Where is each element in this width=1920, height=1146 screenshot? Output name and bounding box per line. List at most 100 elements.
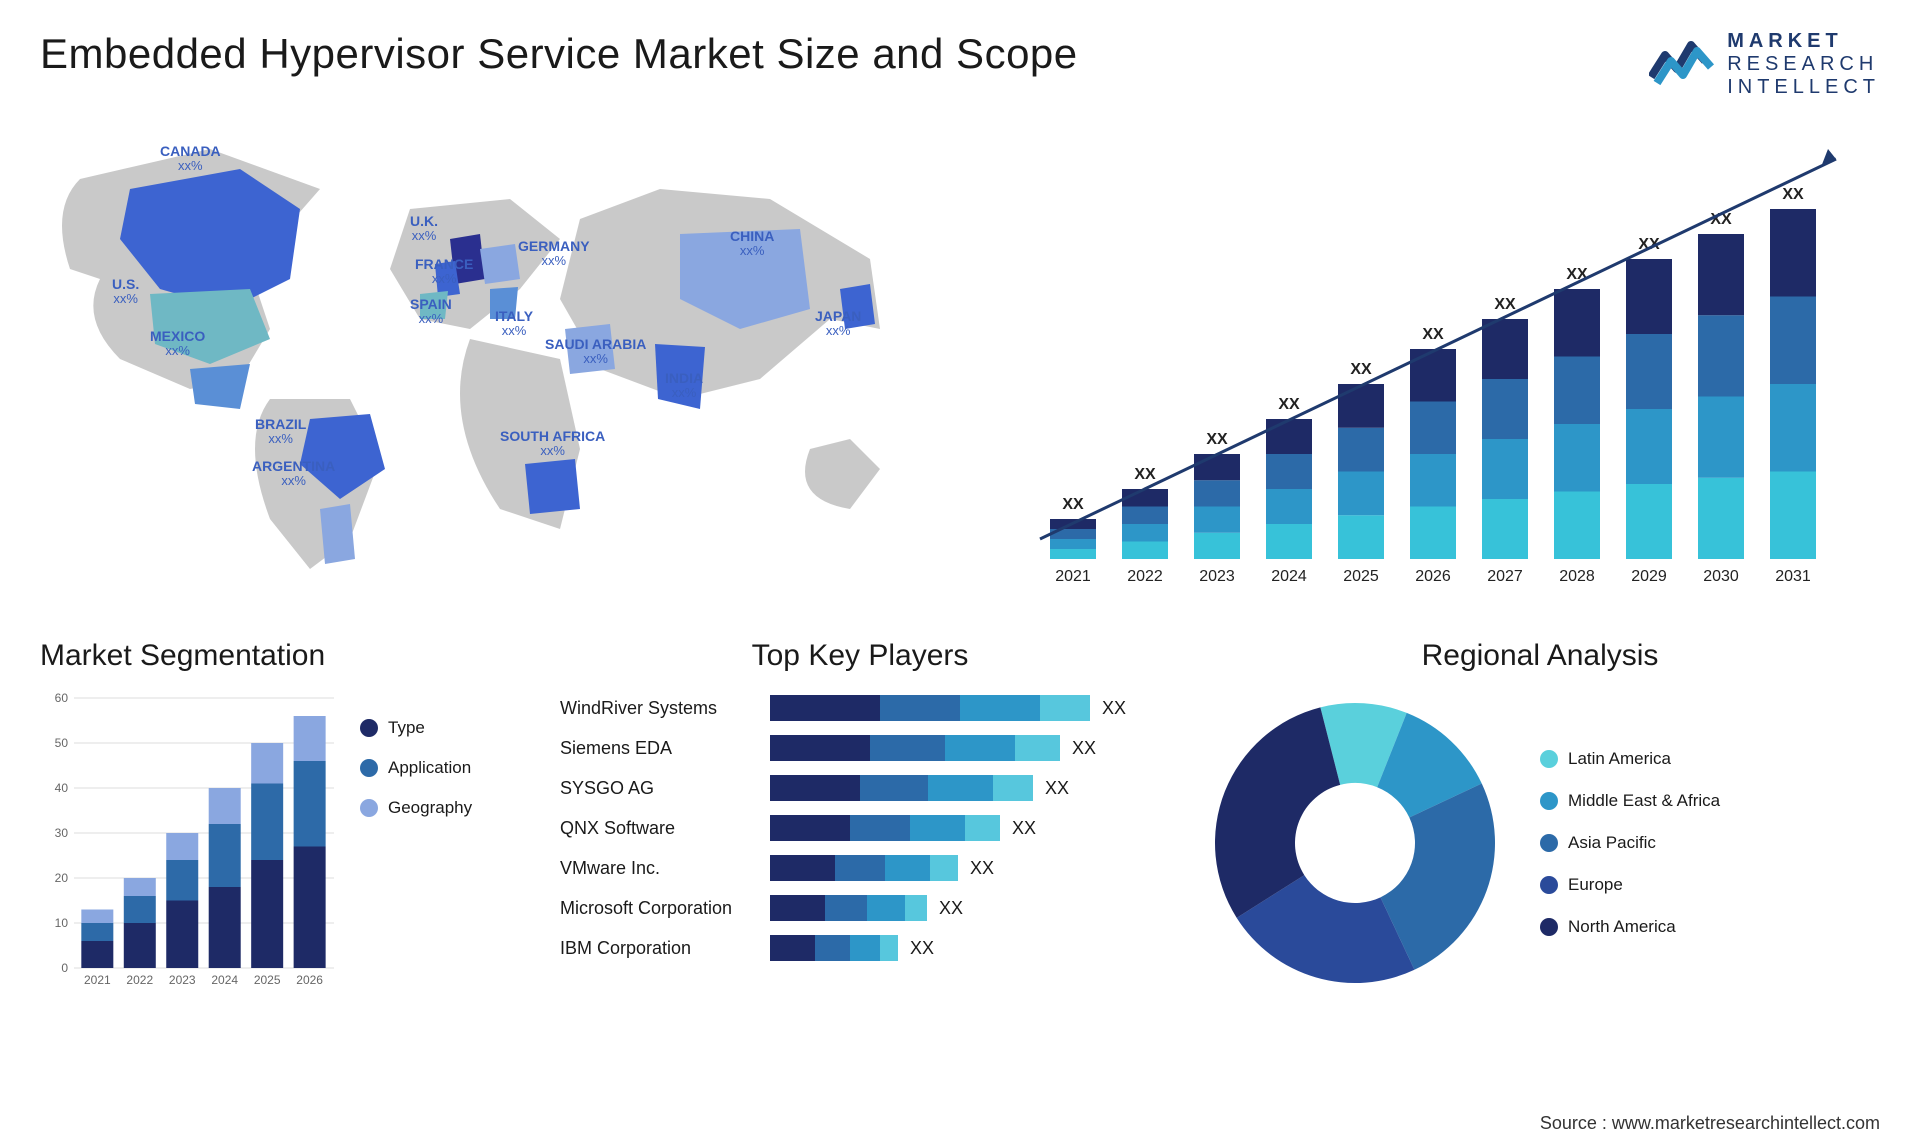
svg-text:XX: XX — [1062, 496, 1084, 513]
map-label: U.K.xx% — [410, 214, 438, 244]
legend-item: Latin America — [1540, 749, 1720, 769]
map-label: CHINAxx% — [730, 229, 774, 259]
svg-text:2022: 2022 — [126, 973, 153, 987]
svg-text:2021: 2021 — [1055, 568, 1091, 585]
legend-item: Type — [360, 718, 472, 738]
segmentation-legend: Type Application Geography — [360, 688, 472, 998]
player-name: QNX Software — [560, 818, 770, 839]
player-bar — [770, 815, 1000, 841]
player-name: Microsoft Corporation — [560, 898, 770, 919]
map-label: FRANCExx% — [415, 257, 473, 287]
legend-item: Geography — [360, 798, 472, 818]
player-name: Siemens EDA — [560, 738, 770, 759]
regional-title: Regional Analysis — [1200, 639, 1880, 673]
player-name: SYSGO AG — [560, 778, 770, 799]
map-label: SAUDI ARABIAxx% — [545, 337, 646, 367]
svg-text:2021: 2021 — [84, 973, 111, 987]
regional-panel: Regional Analysis Latin America Middle Ea… — [1200, 639, 1880, 998]
map-label: BRAZILxx% — [255, 417, 306, 447]
player-row: Microsoft Corporation XX — [560, 888, 1160, 928]
player-row: IBM Corporation XX — [560, 928, 1160, 968]
player-bar — [770, 855, 958, 881]
source-credit: Source : www.marketresearchintellect.com — [1540, 1113, 1880, 1134]
legend-item: Middle East & Africa — [1540, 791, 1720, 811]
player-name: WindRiver Systems — [560, 698, 770, 719]
svg-text:2023: 2023 — [169, 973, 196, 987]
map-label: ITALYxx% — [495, 309, 533, 339]
svg-text:2022: 2022 — [1127, 568, 1163, 585]
svg-text:XX: XX — [1422, 326, 1444, 343]
player-bar — [770, 775, 1033, 801]
svg-text:2023: 2023 — [1199, 568, 1235, 585]
svg-text:2031: 2031 — [1775, 568, 1811, 585]
player-value: XX — [970, 858, 994, 879]
growth-chart: 2021 XX 2022 XX 2023 XX 2024 XX 2025 XX 2026 XX 2027… — [1000, 119, 1880, 599]
legend-item: Application — [360, 758, 472, 778]
logo-text: MARKET RESEARCH INTELLECT — [1727, 30, 1880, 99]
map-label: MEXICOxx% — [150, 329, 205, 359]
player-row: Siemens EDA XX — [560, 728, 1160, 768]
svg-text:2027: 2027 — [1487, 568, 1523, 585]
svg-text:2029: 2029 — [1631, 568, 1667, 585]
svg-text:XX: XX — [1134, 466, 1156, 483]
svg-text:30: 30 — [55, 826, 69, 840]
map-label: JAPANxx% — [815, 309, 861, 339]
regional-donut — [1200, 688, 1510, 998]
brand-logo: MARKET RESEARCH INTELLECT — [1649, 30, 1880, 99]
svg-text:XX: XX — [1206, 431, 1228, 448]
svg-text:2024: 2024 — [211, 973, 238, 987]
segmentation-chart: 0 10 20 30 40 50 60 2021 2022 2023 2024 2025 2026 — [40, 688, 340, 998]
svg-text:10: 10 — [55, 916, 69, 930]
logo-mark-icon — [1649, 37, 1715, 92]
player-value: XX — [939, 898, 963, 919]
svg-text:40: 40 — [55, 781, 69, 795]
player-name: IBM Corporation — [560, 938, 770, 959]
svg-text:XX: XX — [1782, 186, 1804, 203]
player-row: WindRiver Systems XX — [560, 688, 1160, 728]
svg-text:2026: 2026 — [296, 973, 323, 987]
svg-text:2025: 2025 — [1343, 568, 1379, 585]
player-bar — [770, 935, 898, 961]
world-map: CANADAxx% U.S.xx% MEXICOxx% BRAZILxx% ARGENT… — [40, 119, 960, 599]
map-label: INDIAxx% — [665, 371, 703, 401]
svg-text:2024: 2024 — [1271, 568, 1307, 585]
player-value: XX — [1072, 738, 1096, 759]
svg-text:60: 60 — [55, 691, 69, 705]
svg-text:2028: 2028 — [1559, 568, 1595, 585]
svg-text:XX: XX — [1278, 396, 1300, 413]
player-row: QNX Software XX — [560, 808, 1160, 848]
player-value: XX — [1102, 698, 1126, 719]
svg-text:50: 50 — [55, 736, 69, 750]
map-svg — [40, 119, 960, 599]
player-row: SYSGO AG XX — [560, 768, 1160, 808]
segmentation-title: Market Segmentation — [40, 639, 520, 673]
map-label: U.S.xx% — [112, 277, 139, 307]
player-value: XX — [1012, 818, 1036, 839]
map-label: CANADAxx% — [160, 144, 221, 174]
map-label: GERMANYxx% — [518, 239, 590, 269]
player-name: VMware Inc. — [560, 858, 770, 879]
player-row: VMware Inc. XX — [560, 848, 1160, 888]
svg-text:2026: 2026 — [1415, 568, 1451, 585]
players-title: Top Key Players — [560, 639, 1160, 673]
map-label: SPAINxx% — [410, 297, 452, 327]
legend-item: Europe — [1540, 875, 1720, 895]
player-value: XX — [910, 938, 934, 959]
svg-text:XX: XX — [1350, 361, 1372, 378]
player-bar — [770, 735, 1060, 761]
svg-text:XX: XX — [1494, 296, 1516, 313]
player-value: XX — [1045, 778, 1069, 799]
map-label: ARGENTINAxx% — [252, 459, 335, 489]
svg-text:20: 20 — [55, 871, 69, 885]
svg-text:2030: 2030 — [1703, 568, 1739, 585]
legend-item: North America — [1540, 917, 1720, 937]
page-title: Embedded Hypervisor Service Market Size … — [40, 30, 1078, 78]
segmentation-panel: Market Segmentation 0 10 20 30 40 50 60 2021 202… — [40, 639, 520, 998]
player-bar — [770, 695, 1090, 721]
map-label: SOUTH AFRICAxx% — [500, 429, 605, 459]
svg-text:0: 0 — [61, 961, 68, 975]
legend-item: Asia Pacific — [1540, 833, 1720, 853]
svg-text:2025: 2025 — [254, 973, 281, 987]
player-bar — [770, 895, 927, 921]
players-panel: Top Key Players WindRiver SystemsXXSieme… — [560, 639, 1160, 998]
